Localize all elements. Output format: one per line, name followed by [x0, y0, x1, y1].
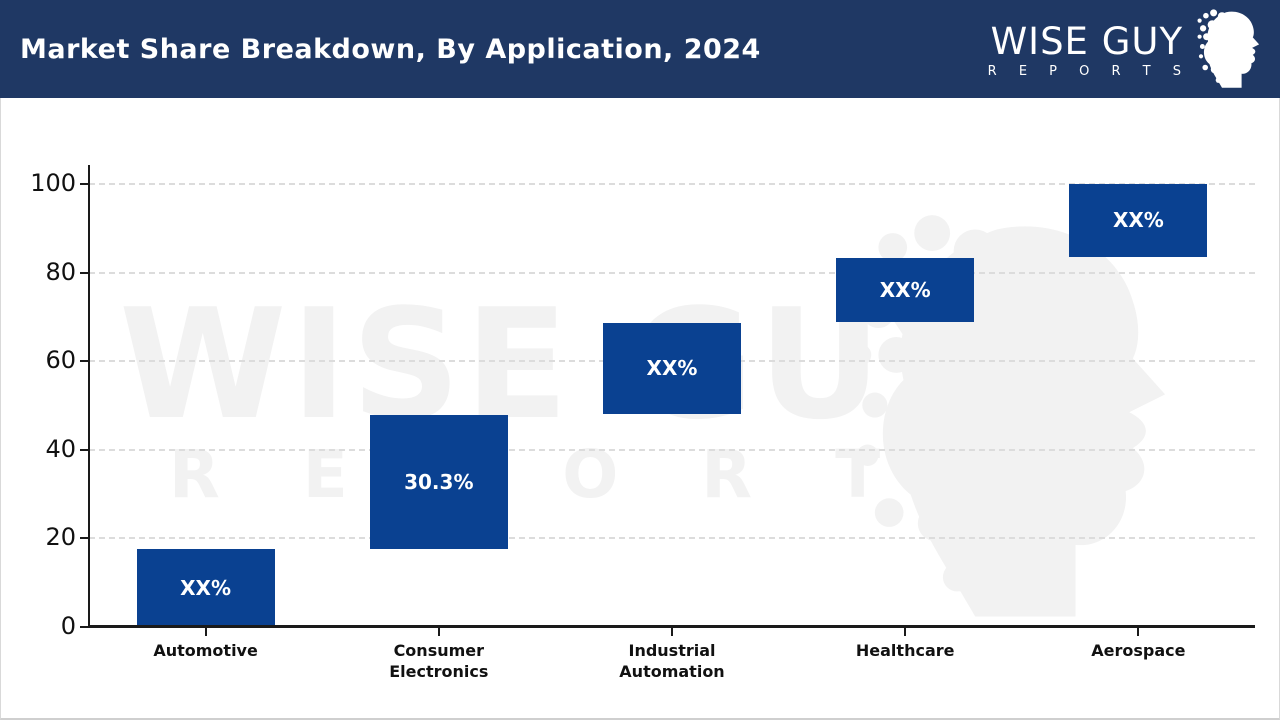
x-axis-spine — [88, 625, 1255, 628]
logo-text: WISE GUY R E P O R T S — [984, 19, 1190, 79]
x-category-label-line: Electronics — [389, 662, 489, 681]
y-tick-mark-0 — [80, 626, 89, 628]
gridline-20 — [89, 537, 1255, 540]
x-tick-mark-0 — [204, 628, 207, 636]
gridline-40 — [89, 448, 1255, 451]
x-category-label-line: Healthcare — [855, 641, 955, 660]
x-category-label-line: Industrial — [628, 641, 716, 660]
logo-reports-text: R E P O R T S — [987, 63, 1190, 79]
wise-guy-reports-logo: WISE GUY R E P O R T S — [984, 8, 1266, 92]
bar-value-label: XX% — [879, 277, 931, 302]
x-category-label-line: Automotive — [153, 641, 258, 660]
y-tick-label-80: 80 — [45, 257, 76, 286]
y-tick-mark-20 — [80, 537, 89, 540]
y-tick-mark-100 — [80, 183, 89, 185]
x-tick-mark-2 — [671, 628, 673, 636]
x-category-label-0: Automotive — [96, 640, 316, 661]
y-tick-mark-40 — [80, 448, 89, 451]
x-category-label-line: Consumer — [393, 641, 485, 660]
y-tick-mark-60 — [80, 360, 89, 363]
x-tick-mark-1 — [437, 628, 440, 636]
bar-value-label: XX% — [646, 356, 698, 381]
gridline-100 — [89, 183, 1255, 185]
y-tick-label-20: 20 — [45, 523, 76, 552]
gridline-80 — [89, 271, 1255, 274]
bar-value-label: 30.3% — [404, 469, 474, 494]
bar-value-label: XX% — [180, 576, 232, 600]
logo-face-icon — [1197, 9, 1260, 88]
y-tick-label-60: 60 — [45, 346, 76, 375]
y-tick-mark-80 — [80, 271, 89, 274]
x-category-label-line: Automation — [619, 662, 725, 681]
chart-title: Market Share Breakdown, By Application, … — [20, 33, 761, 65]
x-category-label-4: Aerospace — [1028, 640, 1248, 661]
y-tick-label-40: 40 — [45, 434, 76, 463]
header-banner: Market Share Breakdown, By Application, … — [0, 0, 1280, 98]
bar-aerospace: XX% — [1069, 184, 1208, 257]
bar-healthcare: XX% — [836, 257, 975, 322]
x-tick-mark-3 — [904, 628, 907, 636]
x-tick-mark-4 — [1137, 628, 1140, 636]
bar-value-label: XX% — [1112, 208, 1164, 233]
logo-name-text: WISE GUY — [990, 19, 1184, 63]
x-category-label-line: Aerospace — [1091, 641, 1186, 660]
bar-industrial-automation: XX% — [603, 322, 741, 414]
y-axis-spine — [88, 165, 90, 628]
x-category-label-1: Consumer Electronics — [329, 640, 549, 682]
bar-automotive: XX% — [136, 549, 275, 627]
y-tick-label-0: 0 — [60, 612, 76, 640]
bar-consumer-electronics: 30.3% — [369, 414, 508, 550]
x-category-label-2: Industrial Automation — [562, 640, 782, 682]
x-category-label-3: Healthcare — [795, 640, 1015, 661]
y-tick-label-100: 100 — [30, 169, 76, 197]
